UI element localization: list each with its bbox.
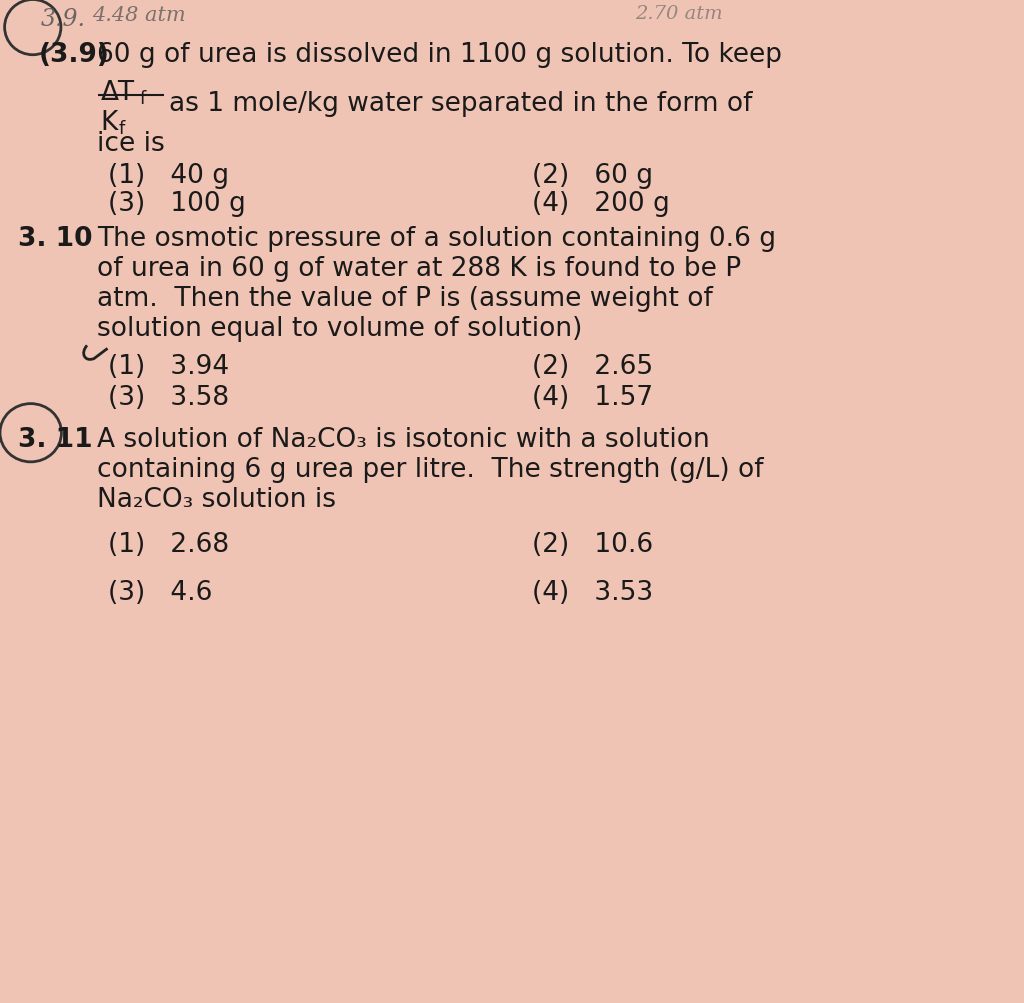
Text: (4)   1.57: (4) 1.57 bbox=[532, 384, 653, 410]
Text: 3. 10: 3. 10 bbox=[18, 226, 93, 252]
Text: containing 6 g urea per litre.  The strength (g/L) of: containing 6 g urea per litre. The stren… bbox=[97, 456, 764, 482]
Text: (1)   3.94: (1) 3.94 bbox=[108, 354, 228, 380]
Text: (3)   100 g: (3) 100 g bbox=[108, 191, 246, 217]
Text: f: f bbox=[119, 120, 125, 138]
Text: f: f bbox=[139, 90, 145, 108]
Text: (3)   4.6: (3) 4.6 bbox=[108, 580, 212, 606]
Text: (2)   60 g: (2) 60 g bbox=[532, 162, 653, 189]
Text: (2)   10.6: (2) 10.6 bbox=[532, 532, 653, 558]
Text: (1)   40 g: (1) 40 g bbox=[108, 162, 228, 189]
Text: (1)   2.68: (1) 2.68 bbox=[108, 532, 228, 558]
Text: ice is: ice is bbox=[97, 130, 165, 156]
Text: K: K bbox=[100, 110, 118, 136]
Text: (2)   2.65: (2) 2.65 bbox=[532, 354, 653, 380]
Text: solution equal to volume of solution): solution equal to volume of solution) bbox=[97, 316, 583, 342]
Text: (3)   3.58: (3) 3.58 bbox=[108, 384, 228, 410]
Text: 3. 11: 3. 11 bbox=[18, 426, 93, 452]
Text: 4.48 atm: 4.48 atm bbox=[92, 6, 185, 25]
Text: of urea in 60 g of water at 288 K is found to be P: of urea in 60 g of water at 288 K is fou… bbox=[97, 256, 741, 282]
Text: ΔT: ΔT bbox=[100, 80, 134, 106]
Text: as 1 mole/kg water separated in the form of: as 1 mole/kg water separated in the form… bbox=[169, 91, 753, 117]
Text: 60 g of urea is dissolved in 1100 g solution. To keep: 60 g of urea is dissolved in 1100 g solu… bbox=[97, 42, 782, 68]
Text: Na₂CO₃ solution is: Na₂CO₃ solution is bbox=[97, 486, 336, 513]
Text: A solution of Na₂CO₃ is isotonic with a solution: A solution of Na₂CO₃ is isotonic with a … bbox=[97, 426, 710, 452]
Text: (4)   3.53: (4) 3.53 bbox=[532, 580, 653, 606]
Text: atm.  Then the value of P is (assume weight of: atm. Then the value of P is (assume weig… bbox=[97, 286, 713, 312]
Text: (4)   200 g: (4) 200 g bbox=[532, 191, 671, 217]
Text: The osmotic pressure of a solution containing 0.6 g: The osmotic pressure of a solution conta… bbox=[97, 226, 776, 252]
Text: (3.9): (3.9) bbox=[39, 42, 110, 68]
Text: 3.9.: 3.9. bbox=[41, 8, 86, 31]
Text: 2.70 atm: 2.70 atm bbox=[635, 5, 723, 23]
